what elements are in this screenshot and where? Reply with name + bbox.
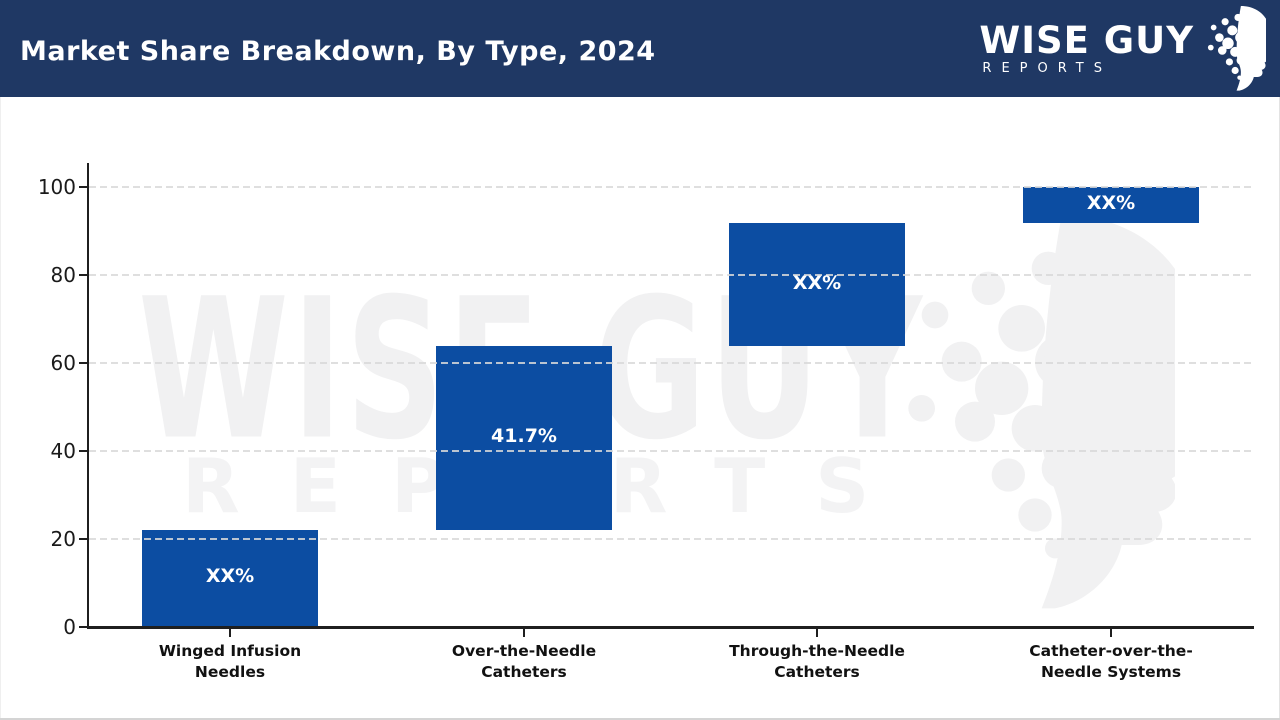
y-tick-label-0: 0 <box>63 615 76 639</box>
x-tick-catheter-over-the <box>1110 628 1112 637</box>
x-tick-winged-infusion <box>229 628 231 637</box>
bar-over-the-needle <box>436 345 612 530</box>
y-tick-80 <box>79 273 88 276</box>
x-label-catheter-over-the: Catheter-over-the- Needle Systems <box>1029 642 1193 681</box>
bar-label-catheter-over-the: XX% <box>1086 192 1136 215</box>
x-label-winged-infusion: Winged Infusion Needles <box>158 642 302 681</box>
x-label-over-the-needle: Over-the-Needle Catheters <box>451 642 597 681</box>
bar-label-through-the-needle: XX% <box>792 271 842 294</box>
logo-head-icon <box>1200 6 1266 92</box>
y-tick-label-100: 100 <box>37 174 76 199</box>
x-tick-over-the-needle <box>523 628 525 637</box>
y-tick-label-40: 40 <box>50 438 76 463</box>
logo-subtitle: REPORTS <box>982 61 1113 77</box>
y-axis-line <box>87 163 89 629</box>
gridline-20 <box>89 537 1253 540</box>
y-tick-40 <box>79 449 88 452</box>
y-tick-20 <box>79 537 88 540</box>
y-tick-label-60: 60 <box>50 350 76 375</box>
header: Market Share Breakdown, By Type, 2024 WI… <box>0 0 1280 97</box>
gridline-60 <box>89 361 1253 364</box>
logo-wordmark: WISE GUY <box>979 18 1194 62</box>
y-tick-0 <box>79 626 88 628</box>
gridline-80 <box>89 273 1253 276</box>
wiseguy-logo: WISE GUY REPORTS <box>979 4 1266 94</box>
bar-label-over-the-needle: 41.7% <box>491 424 557 447</box>
bar-label-winged-infusion: XX% <box>205 565 255 588</box>
bar-winged-infusion <box>142 529 318 627</box>
y-tick-label-20: 20 <box>50 526 76 551</box>
y-tick-100 <box>79 185 88 188</box>
y-tick-60 <box>79 361 88 364</box>
gridline-100 <box>89 185 1253 188</box>
x-axis-line <box>87 626 1254 629</box>
chart-title: Market Share Breakdown, By Type, 2024 <box>20 36 656 67</box>
bar-through-the-needle <box>729 223 905 346</box>
x-tick-through-the-needle <box>816 628 818 637</box>
x-label-through-the-needle: Through-the-Needle Catheters <box>729 642 905 681</box>
y-tick-label-80: 80 <box>50 262 76 287</box>
gridline-40 <box>89 449 1253 452</box>
